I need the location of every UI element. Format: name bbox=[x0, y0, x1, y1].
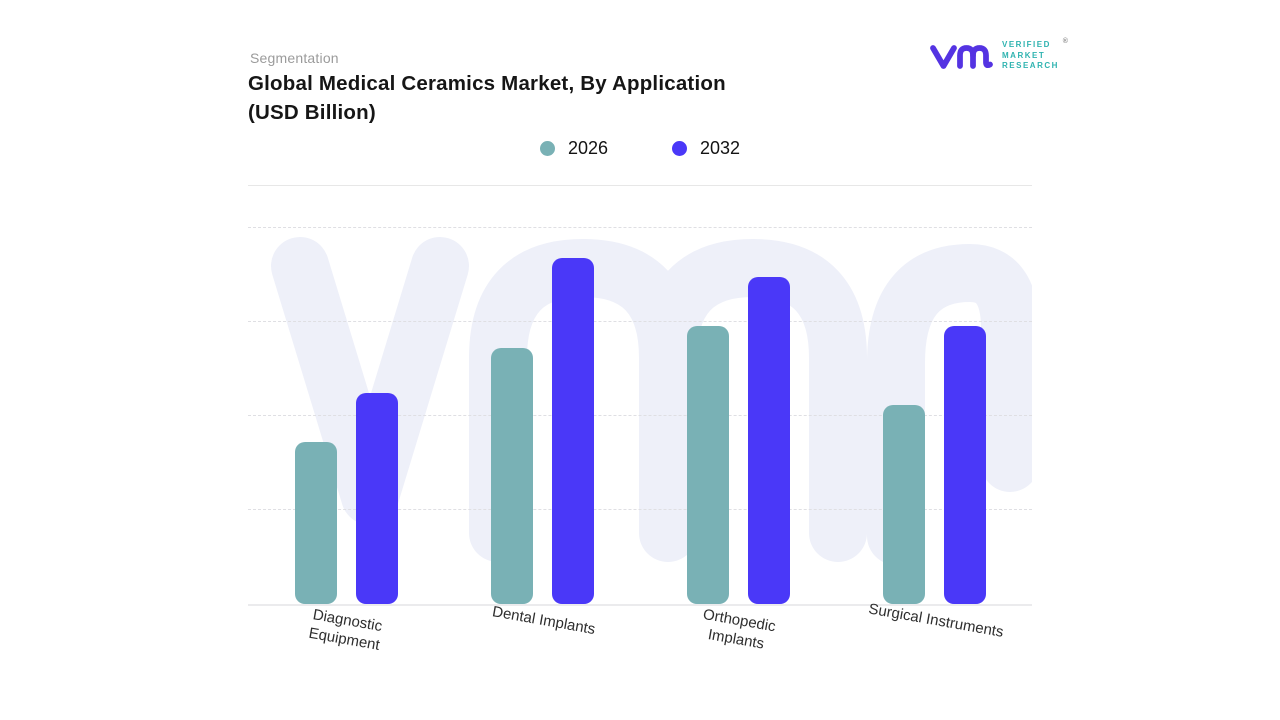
legend-label-2026: 2026 bbox=[567, 137, 608, 158]
x-label-cell-surgical-instruments: Surgical Instruments bbox=[836, 600, 1032, 649]
x-axis-line bbox=[248, 604, 1032, 606]
bar-2032-dental-implants[interactable] bbox=[551, 258, 594, 604]
gridline-50 bbox=[248, 415, 1032, 416]
x-label-cell-dental-implants: Dental Implants bbox=[444, 603, 640, 649]
x-label-dental-implants: Dental Implants bbox=[490, 603, 597, 639]
bar-group-dental-implants bbox=[490, 228, 594, 604]
bar-2032-surgical-instruments[interactable] bbox=[943, 325, 986, 604]
x-label-surgical-instruments: Surgical Instruments bbox=[866, 600, 1005, 641]
bar-2026-diagnostic-equipment[interactable] bbox=[294, 442, 337, 604]
gridline-100 bbox=[248, 227, 1032, 228]
bar-groups bbox=[248, 228, 1032, 604]
chart-title: Global Medical Ceramics Market, By Appli… bbox=[248, 72, 726, 124]
logo-word-research: RESEARCH bbox=[1002, 61, 1059, 71]
legend-item-2026[interactable]: 2026 bbox=[539, 137, 608, 159]
gridline-25 bbox=[248, 509, 1032, 510]
vmr-monogram-icon bbox=[930, 45, 993, 69]
chart-eyebrow: Segmentation bbox=[250, 50, 339, 66]
logo-word-verified: VERIFIED bbox=[1002, 40, 1051, 50]
gridline-75 bbox=[248, 321, 1032, 322]
bar-2026-surgical-instruments[interactable] bbox=[882, 404, 925, 604]
legend-swatch bbox=[539, 140, 555, 156]
x-label-diagnostic-equipment: Diagnostic Equipment bbox=[307, 606, 384, 654]
x-label-cell-orthopedic-implants: Orthopedic Implants bbox=[640, 606, 836, 653]
bar-group-surgical-instruments bbox=[882, 228, 986, 604]
legend-label-2032: 2032 bbox=[700, 137, 741, 158]
legend-swatch bbox=[672, 140, 687, 156]
bar-2026-orthopedic-implants[interactable] bbox=[686, 325, 729, 604]
bar-2032-diagnostic-equipment[interactable] bbox=[355, 393, 398, 604]
logo-word-market: MARKET bbox=[1002, 50, 1046, 60]
vmr-logo-text: VERIFIED MARKET RESEARCH ® bbox=[1002, 38, 1068, 72]
plot-area bbox=[248, 227, 1032, 606]
x-label-orthopedic-implants: Orthopedic Implants bbox=[702, 605, 778, 653]
legend-item-2032[interactable]: 2032 bbox=[672, 138, 740, 159]
bar-group-diagnostic-equipment bbox=[294, 228, 398, 604]
vmr-monogram-strokes bbox=[930, 45, 993, 69]
vmr-logo: VERIFIED MARKET RESEARCH ® bbox=[928, 38, 1068, 72]
x-axis-labels: Diagnostic Equipment Dental Implants Orthop… bbox=[248, 600, 1032, 654]
chart-legend: 2026 2032 bbox=[248, 134, 1032, 162]
bar-2032-orthopedic-implants[interactable] bbox=[747, 276, 790, 604]
x-label-cell-diagnostic-equipment: Diagnostic Equipment bbox=[248, 606, 444, 654]
bar-2026-dental-implants[interactable] bbox=[490, 348, 533, 604]
registered-trademark: ® bbox=[1062, 38, 1068, 46]
header-divider bbox=[248, 185, 1032, 186]
bar-group-orthopedic-implants bbox=[686, 228, 790, 604]
